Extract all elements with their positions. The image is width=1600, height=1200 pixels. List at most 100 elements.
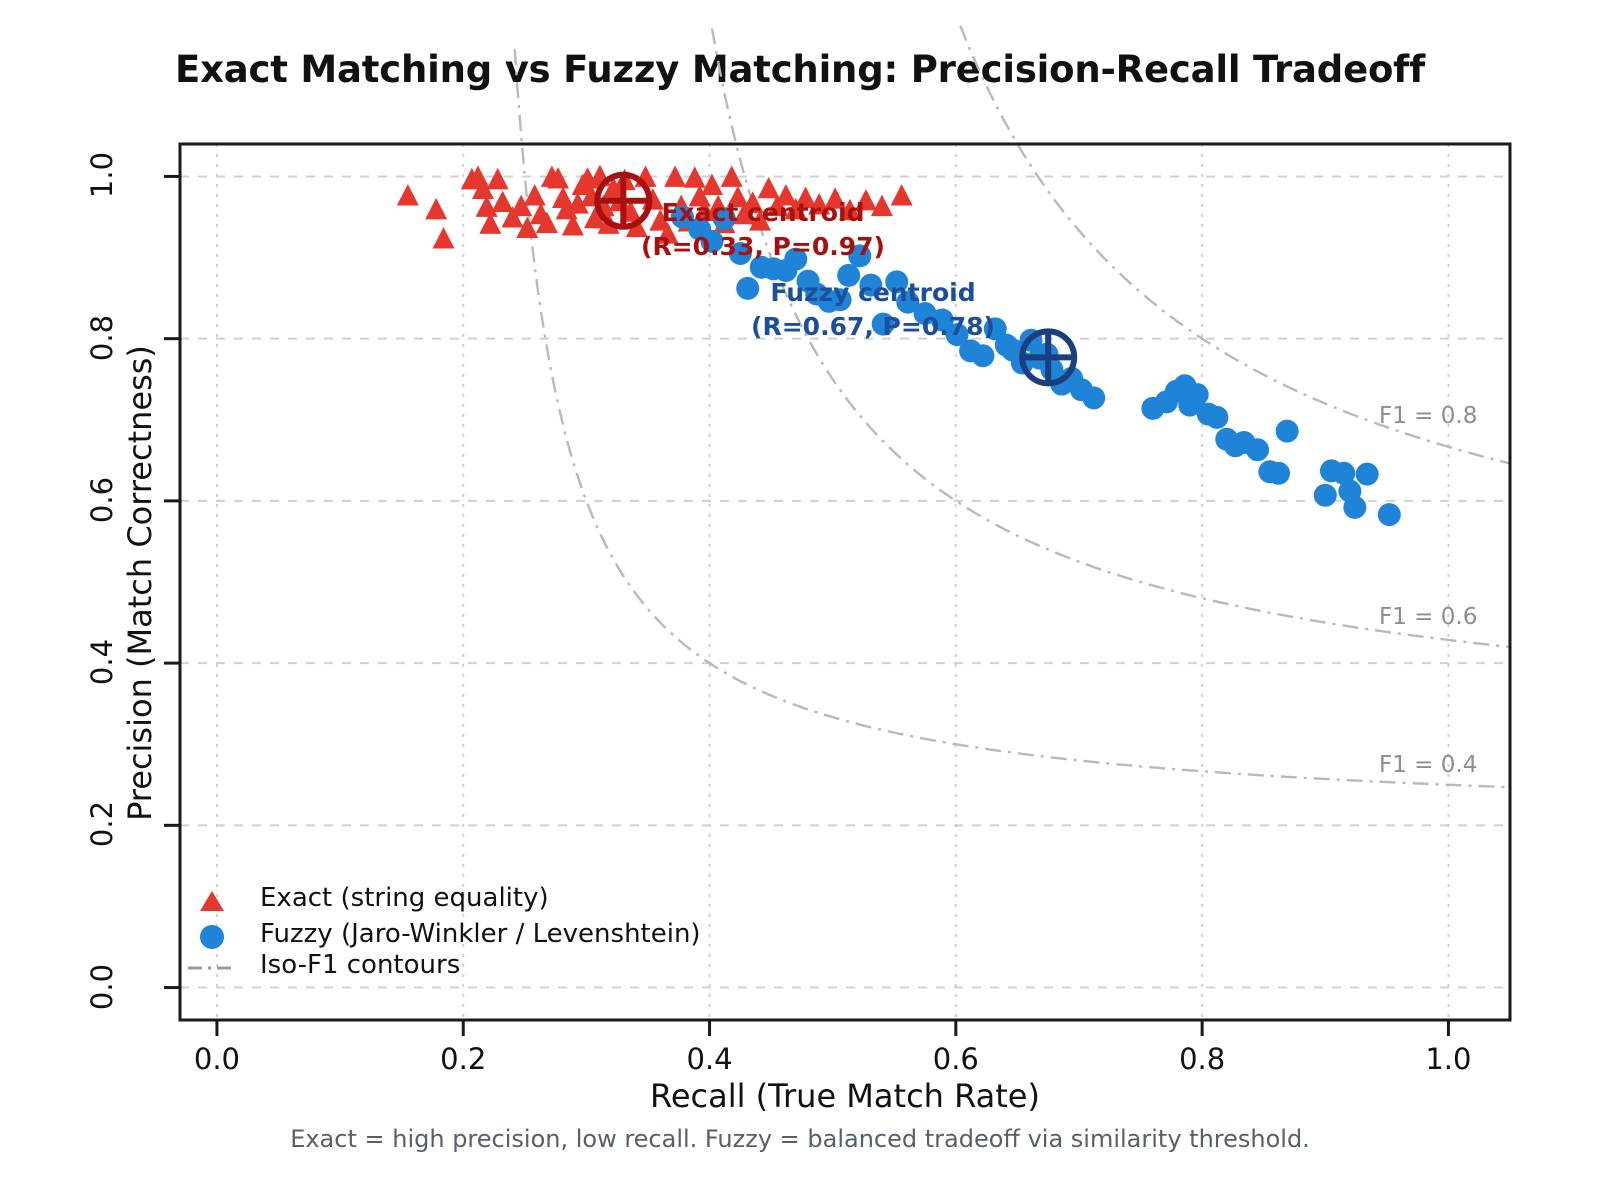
y-tick-label: 0.8 bbox=[85, 314, 119, 361]
data-point-exact bbox=[774, 184, 797, 206]
x-tick-label: 1.0 bbox=[1425, 1042, 1472, 1076]
data-point-fuzzy bbox=[728, 242, 752, 265]
data-point-exact bbox=[784, 197, 807, 220]
data-point-fuzzy bbox=[930, 308, 954, 332]
data-point-fuzzy bbox=[712, 207, 736, 231]
data-point-exact bbox=[516, 216, 539, 238]
x-tick-label: 0.2 bbox=[440, 1042, 487, 1076]
y-tick-label: 0.2 bbox=[85, 801, 119, 848]
x-tick-label: 0.4 bbox=[686, 1042, 733, 1076]
x-tick-label: 0.0 bbox=[193, 1042, 240, 1076]
legend-item-label: Fuzzy (Jaro-Winkler / Levenshtein) bbox=[260, 919, 701, 949]
f1-contour-label: F1 = 0.4 bbox=[1379, 752, 1478, 778]
data-point-exact bbox=[749, 209, 772, 231]
data-point-fuzzy bbox=[670, 205, 694, 229]
data-point-exact bbox=[561, 214, 584, 236]
legend-marker-dashdot-line bbox=[188, 966, 236, 970]
data-point-fuzzy bbox=[784, 247, 808, 271]
data-point-exact bbox=[566, 192, 589, 214]
data-point-fuzzy bbox=[1355, 462, 1379, 486]
data-point-exact bbox=[720, 165, 743, 187]
fuzzy-centroid-label: Fuzzy centroid bbox=[770, 278, 976, 307]
data-point-exact bbox=[555, 197, 578, 220]
fuzzy-centroid-label: (R=0.67, P=0.78) bbox=[751, 312, 995, 341]
plot-border bbox=[178, 142, 1512, 1022]
data-point-fuzzy bbox=[848, 244, 872, 268]
legend-marker-triangle bbox=[200, 891, 224, 911]
data-point-fuzzy bbox=[885, 270, 909, 294]
x-tick-label: 0.8 bbox=[1179, 1042, 1226, 1076]
plot-frame bbox=[164, 142, 1512, 1036]
f1-contour-label: F1 = 0.6 bbox=[1379, 604, 1478, 630]
y-tick-label: 0.0 bbox=[85, 963, 119, 1010]
data-point-exact bbox=[501, 206, 524, 228]
legend-item-label: Iso-F1 contours bbox=[260, 950, 461, 980]
data-point-fuzzy bbox=[736, 276, 760, 300]
data-point-exact bbox=[425, 197, 448, 220]
data-point-exact bbox=[808, 193, 831, 215]
data-point-exact bbox=[491, 190, 514, 213]
iso-f1-contour-lines bbox=[513, 25, 1511, 789]
data-point-exact bbox=[683, 166, 706, 188]
data-point-fuzzy bbox=[700, 229, 724, 253]
data-point-fuzzy bbox=[1082, 386, 1106, 410]
data-point-exact bbox=[656, 222, 679, 244]
data-point-fuzzy bbox=[1266, 461, 1290, 485]
data-point-exact bbox=[733, 202, 756, 225]
legend-triangle-icon bbox=[200, 891, 224, 911]
data-point-exact bbox=[547, 167, 570, 189]
data-point-fuzzy bbox=[1246, 438, 1270, 462]
legend-marker-circle bbox=[200, 925, 224, 949]
data-point-fuzzy bbox=[1185, 383, 1209, 407]
data-point-fuzzy bbox=[828, 288, 852, 312]
y-tick-label: 1.0 bbox=[85, 152, 119, 199]
data-point-exact bbox=[535, 211, 558, 234]
data-point-fuzzy bbox=[837, 263, 861, 287]
data-point-exact bbox=[471, 177, 494, 200]
centroid-markers-layer bbox=[594, 171, 1078, 387]
y-axis-label: Precision (Match Correctness) bbox=[121, 345, 159, 821]
data-point-fuzzy bbox=[983, 317, 1007, 341]
iso-f1-contour-0-6 bbox=[710, 28, 1511, 649]
data-point-exact bbox=[523, 184, 546, 206]
centroid-marker bbox=[1019, 328, 1078, 387]
data-point-fuzzy bbox=[1275, 419, 1299, 443]
data-point-exact bbox=[726, 185, 749, 208]
data-point-exact bbox=[664, 165, 687, 187]
data-point-exact bbox=[479, 212, 502, 234]
data-point-fuzzy bbox=[1313, 483, 1337, 507]
y-tick-label: 0.4 bbox=[85, 639, 119, 686]
data-point-fuzzy bbox=[971, 344, 995, 368]
data-point-exact bbox=[854, 188, 877, 211]
data-point-exact bbox=[396, 184, 419, 206]
data-point-exact bbox=[701, 173, 723, 195]
data-point-exact bbox=[838, 198, 861, 221]
centroid-marker bbox=[594, 171, 653, 230]
data-point-exact bbox=[486, 167, 509, 190]
data-point-exact bbox=[625, 215, 648, 238]
data-point-fuzzy bbox=[945, 323, 969, 347]
data-point-fuzzy bbox=[913, 302, 937, 326]
f1-contour-label: F1 = 0.8 bbox=[1379, 403, 1478, 429]
exact-centroid-label: (R=0.33, P=0.97) bbox=[641, 232, 885, 261]
data-point-fuzzy bbox=[1343, 495, 1367, 519]
x-axis-label: Recall (True Match Rate) bbox=[650, 1077, 1040, 1115]
data-point-fuzzy bbox=[1205, 405, 1229, 429]
data-point-exact bbox=[649, 209, 672, 231]
legend-circle-icon bbox=[200, 925, 224, 949]
data-point-fuzzy bbox=[871, 312, 895, 336]
iso-f1-contour-0-8 bbox=[959, 25, 1511, 465]
data-point-fuzzy bbox=[1377, 503, 1401, 527]
data-point-exact bbox=[584, 206, 607, 229]
data-point-exact bbox=[510, 194, 533, 217]
chart-caption: Exact = high precision, low recall. Fuzz… bbox=[290, 1125, 1310, 1153]
y-tick-label: 0.6 bbox=[85, 476, 119, 523]
data-point-fuzzy bbox=[1332, 461, 1356, 485]
data-point-exact bbox=[870, 194, 893, 217]
data-point-exact bbox=[432, 227, 455, 249]
iso-f1-contour-0-4 bbox=[513, 49, 1511, 789]
data-point-exact bbox=[824, 187, 847, 209]
data-point-exact bbox=[890, 184, 913, 206]
